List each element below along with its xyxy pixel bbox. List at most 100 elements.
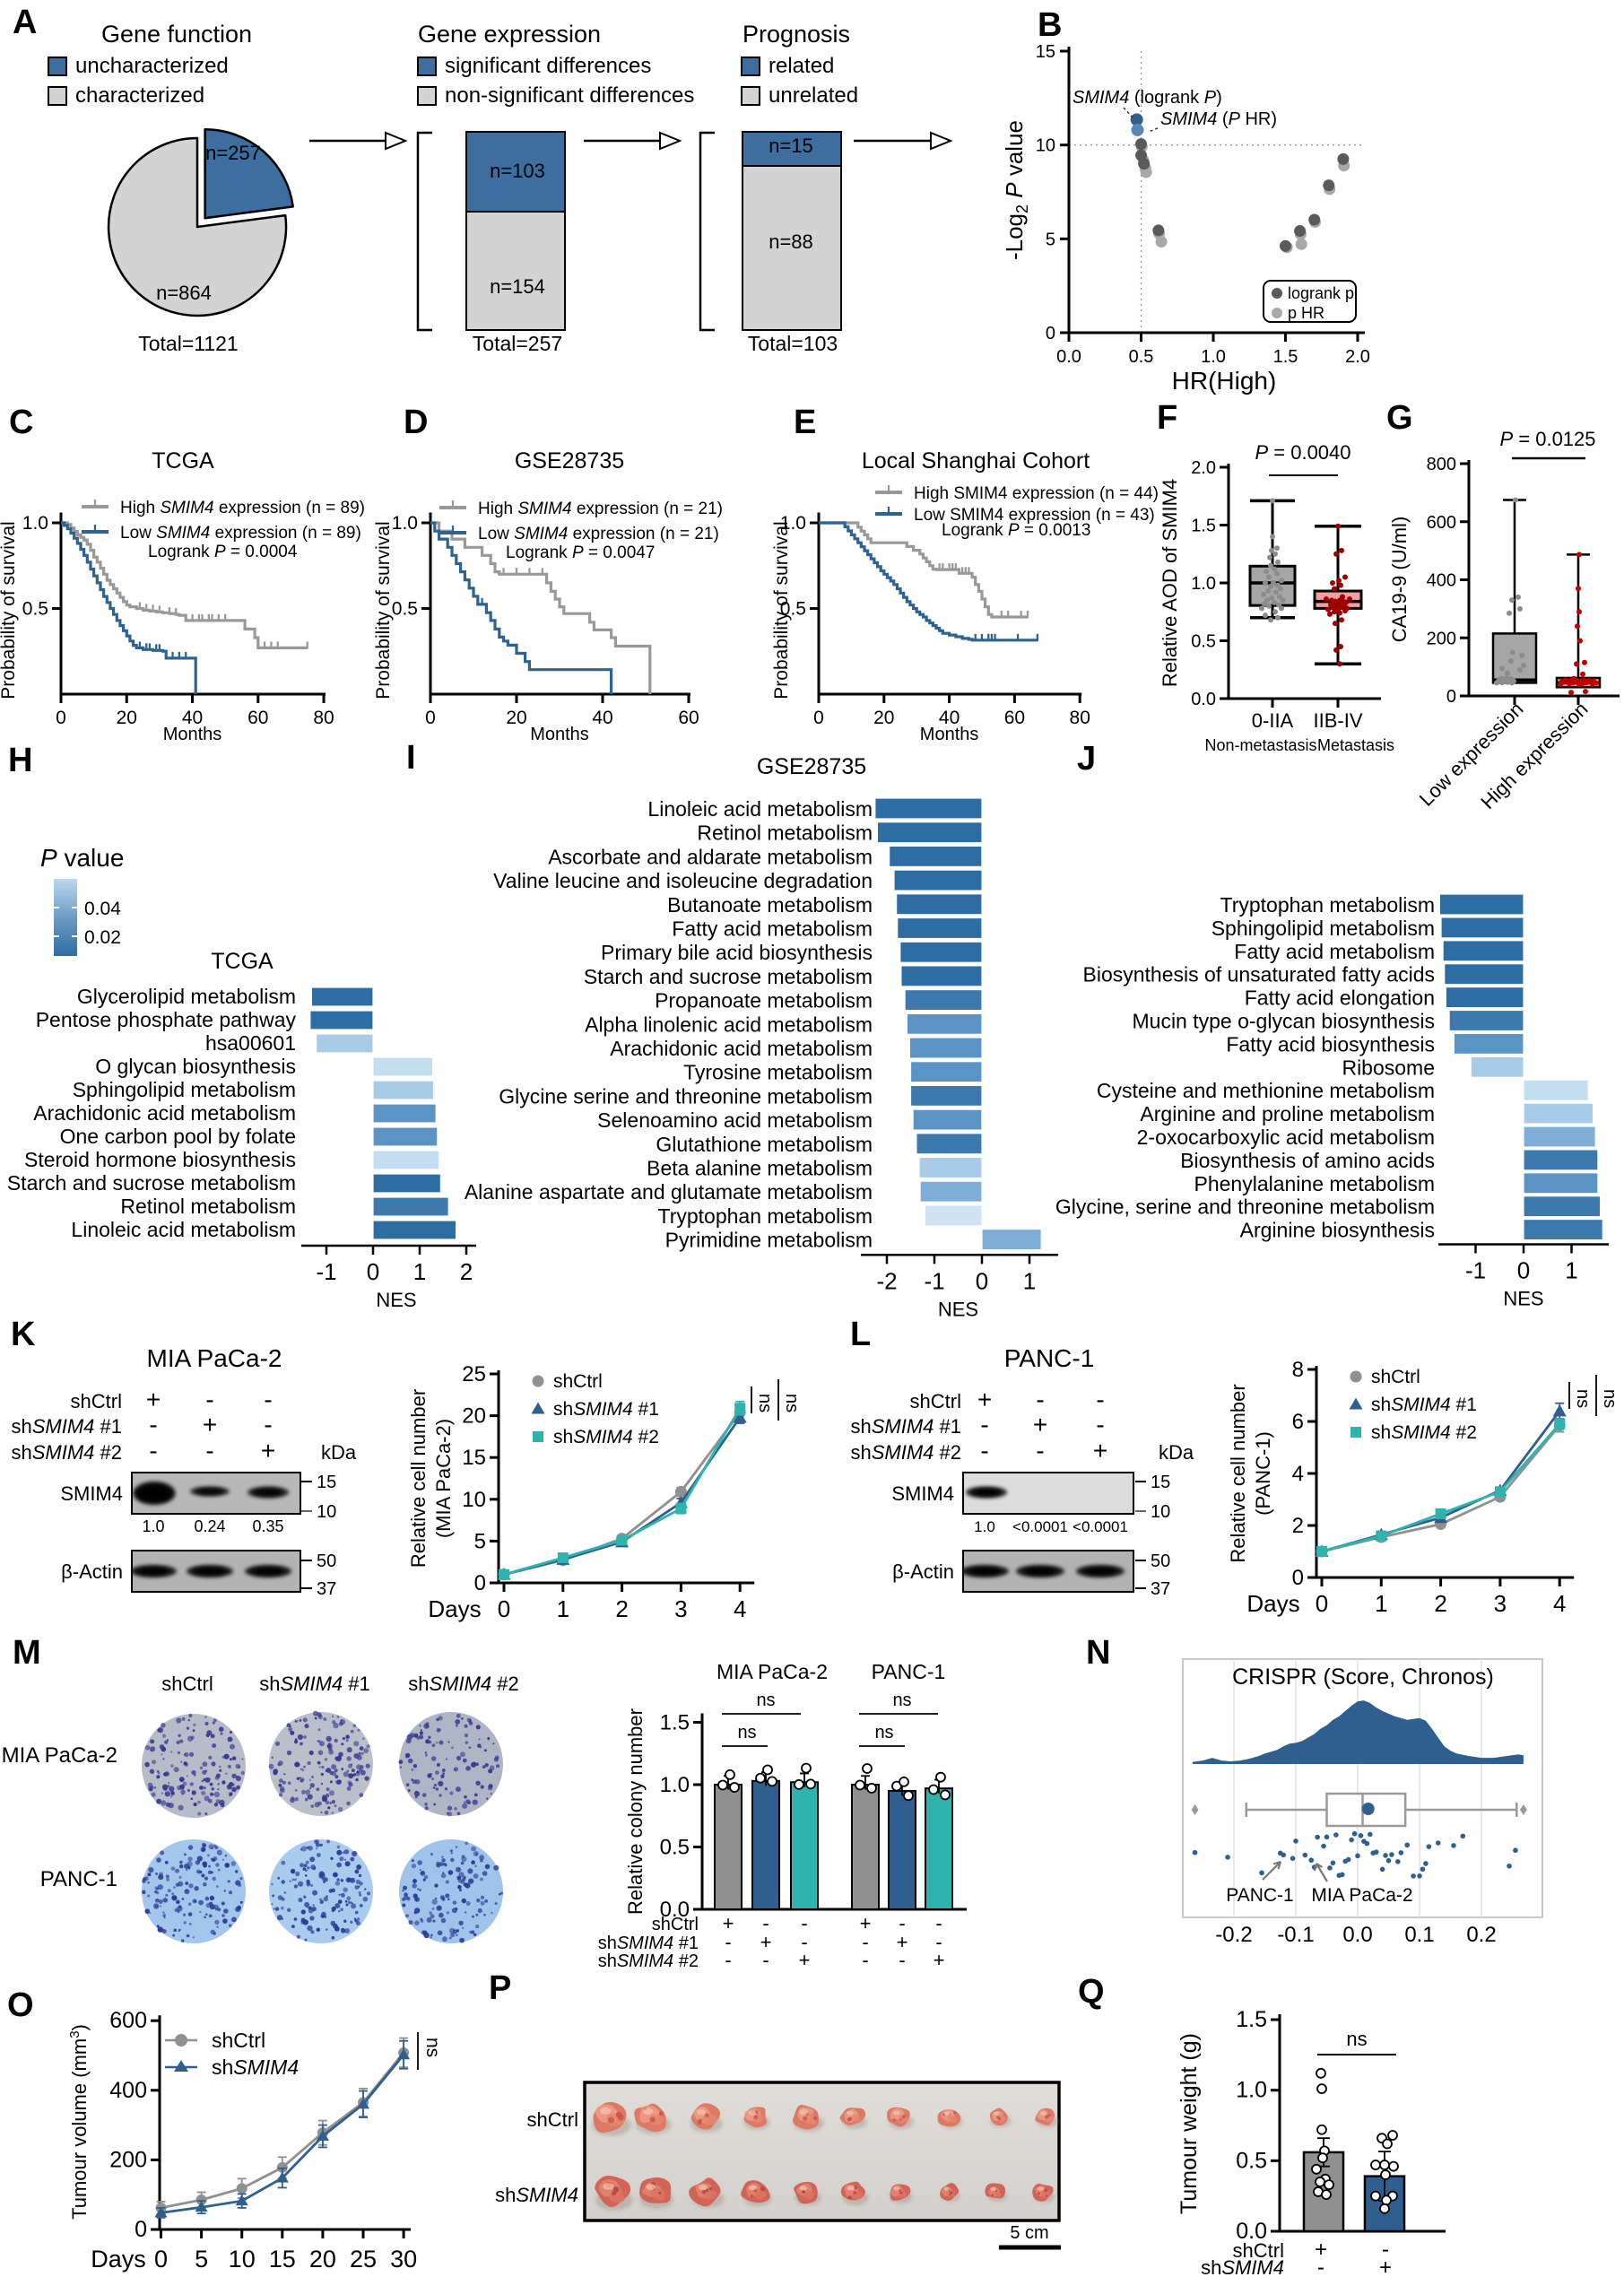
svg-text:0.0: 0.0 — [1056, 347, 1081, 367]
svg-text:800: 800 — [1427, 455, 1456, 474]
svg-text:0: 0 — [1316, 1590, 1328, 1617]
svg-text:-: - — [264, 1411, 272, 1438]
svg-text:Relative cell number: Relative cell number — [407, 1389, 430, 1568]
svg-text:0.5: 0.5 — [1236, 2148, 1267, 2173]
svg-text:H: H — [8, 742, 32, 779]
svg-text:1.0: 1.0 — [1201, 347, 1226, 367]
svg-text:shCtrl: shCtrl — [1371, 1367, 1420, 1387]
svg-text:60: 60 — [1004, 708, 1025, 728]
svg-text:Total=1121: Total=1121 — [138, 332, 238, 355]
svg-text:0.5: 0.5 — [660, 1836, 690, 1860]
svg-text:Glycine, serine and threonine: Glycine, serine and threonine metabolism — [1055, 1195, 1435, 1219]
svg-text:10: 10 — [317, 1502, 336, 1522]
svg-text:Primary bile acid biosynthesis: Primary bile acid biosynthesis — [601, 941, 873, 964]
svg-text:2: 2 — [615, 1595, 628, 1622]
svg-text:shCtrl: shCtrl — [212, 2029, 265, 2052]
svg-text:shCtrl: shCtrl — [652, 1915, 699, 1934]
svg-text:1.0: 1.0 — [142, 1517, 164, 1535]
svg-text:n=88: n=88 — [769, 230, 813, 253]
svg-text:β-Actin: β-Actin — [61, 1560, 123, 1583]
svg-text:shSMIM4 #1: shSMIM4 #1 — [1371, 1395, 1477, 1415]
svg-text:Probability of survival: Probability of survival — [0, 521, 19, 699]
svg-text:0.0: 0.0 — [1342, 1923, 1372, 1947]
svg-text:15: 15 — [1151, 1473, 1170, 1492]
svg-text:-: - — [1382, 2238, 1389, 2262]
svg-text:Gene function: Gene function — [101, 21, 252, 48]
svg-text:37: 37 — [317, 1579, 336, 1599]
svg-text:shCtrl: shCtrl — [910, 1390, 961, 1412]
svg-text:0: 0 — [1446, 687, 1456, 707]
svg-text:10: 10 — [462, 1488, 486, 1512]
svg-text:-: - — [205, 1386, 213, 1413]
svg-text:0: 0 — [498, 1595, 510, 1622]
svg-text:0: 0 — [425, 708, 436, 728]
svg-text:1.5: 1.5 — [1191, 517, 1216, 536]
svg-text:HR(High): HR(High) — [1172, 367, 1277, 395]
svg-text:shSMIM4 #2: shSMIM4 #2 — [850, 1441, 961, 1464]
svg-text:-: - — [762, 1949, 769, 1971]
svg-text:1: 1 — [1375, 1590, 1387, 1617]
svg-text:shSMIM4 #2: shSMIM4 #2 — [598, 1951, 699, 1971]
svg-text:20: 20 — [309, 2246, 336, 2273]
svg-text:MIA PaCa-2: MIA PaCa-2 — [2, 1743, 117, 1768]
svg-text:-: - — [149, 1411, 157, 1438]
svg-text:20: 20 — [873, 708, 894, 728]
svg-text:Months: Months — [530, 725, 589, 744]
svg-text:Arginine biosynthesis: Arginine biosynthesis — [1240, 1219, 1435, 1242]
svg-text:1.5: 1.5 — [1236, 2007, 1267, 2032]
svg-text:Days: Days — [1246, 1590, 1299, 1617]
svg-text:unrelated: unrelated — [769, 83, 858, 108]
svg-text:60: 60 — [248, 708, 268, 728]
svg-text:related: related — [769, 54, 834, 78]
svg-text:Months: Months — [163, 725, 222, 744]
svg-text:-: - — [862, 1931, 868, 1953]
svg-text:4: 4 — [734, 1595, 746, 1622]
svg-text:shSMIM4 #2: shSMIM4 #2 — [408, 1673, 519, 1695]
svg-text:kDa: kDa — [1159, 1441, 1194, 1464]
svg-text:Probability of survival: Probability of survival — [373, 521, 394, 699]
svg-text:-: - — [935, 1912, 942, 1934]
svg-text:+: + — [977, 1386, 992, 1413]
svg-text:1: 1 — [1023, 1267, 1036, 1294]
svg-text:Fatty acid metabolism: Fatty acid metabolism — [1234, 940, 1435, 963]
svg-text:0: 0 — [474, 1571, 486, 1595]
svg-text:PANC-1: PANC-1 — [1004, 1344, 1095, 1372]
svg-text:O glycan biosynthesis: O glycan biosynthesis — [95, 1055, 296, 1078]
svg-text:CA19-9 (U/ml): CA19-9 (U/ml) — [1388, 517, 1411, 643]
svg-text:shSMIM4 #1: shSMIM4 #1 — [850, 1415, 961, 1438]
svg-text:Selenoamino acid metabolism: Selenoamino acid metabolism — [597, 1108, 873, 1132]
svg-text:D: D — [404, 404, 428, 441]
svg-text:Linoleic acid metabolism: Linoleic acid metabolism — [647, 797, 873, 821]
svg-text:SMIM4: SMIM4 — [60, 1482, 123, 1505]
svg-text:30: 30 — [390, 2246, 417, 2273]
svg-text:uncharacterized: uncharacterized — [75, 54, 229, 78]
svg-text:-0.2: -0.2 — [1215, 1923, 1252, 1947]
svg-text:characterized: characterized — [75, 83, 204, 108]
svg-text:0: 0 — [1517, 1257, 1530, 1284]
svg-text:Relative cell number: Relative cell number — [1227, 1384, 1249, 1562]
svg-text:0: 0 — [813, 708, 824, 728]
svg-text:2: 2 — [460, 1258, 473, 1285]
svg-text:Cysteine and methionine metabo: Cysteine and methionine metabolism — [1097, 1079, 1435, 1102]
svg-text:6: 6 — [1292, 1410, 1304, 1434]
svg-text:Relative AOD of SMIM4: Relative AOD of SMIM4 — [1159, 479, 1181, 687]
svg-text:0: 0 — [367, 1258, 379, 1285]
svg-text:Fatty acid metabolism: Fatty acid metabolism — [672, 917, 873, 941]
svg-text:0: 0 — [1292, 1566, 1304, 1590]
svg-text:2-oxocarboxylic acid metabolis: 2-oxocarboxylic acid metabolism — [1137, 1125, 1435, 1149]
svg-text:shSMIM4: shSMIM4 — [212, 2055, 299, 2079]
svg-text:Logrank P = 0.0004: Logrank P = 0.0004 — [148, 543, 298, 561]
svg-text:Phenylalanine metabolism: Phenylalanine metabolism — [1194, 1172, 1436, 1195]
svg-text:shSMIM4 #1: shSMIM4 #1 — [598, 1934, 699, 1953]
svg-text:0: 0 — [56, 708, 66, 728]
svg-text:β-Actin: β-Actin — [892, 1560, 954, 1583]
svg-text:CRISPR (Score, Chronos): CRISPR (Score, Chronos) — [1232, 1664, 1494, 1690]
svg-text:SMIM4 (logrank P): SMIM4 (logrank P) — [1073, 88, 1222, 108]
svg-text:200: 200 — [109, 2147, 147, 2172]
svg-text:3: 3 — [1494, 1590, 1507, 1617]
svg-text:Low SMIM4 expression (n = 43): Low SMIM4 expression (n = 43) — [914, 506, 1155, 525]
svg-text:-: - — [1096, 1411, 1104, 1438]
svg-text:-: - — [862, 1949, 868, 1971]
svg-text:25: 25 — [350, 2246, 377, 2273]
svg-text:+: + — [1033, 1411, 1047, 1438]
